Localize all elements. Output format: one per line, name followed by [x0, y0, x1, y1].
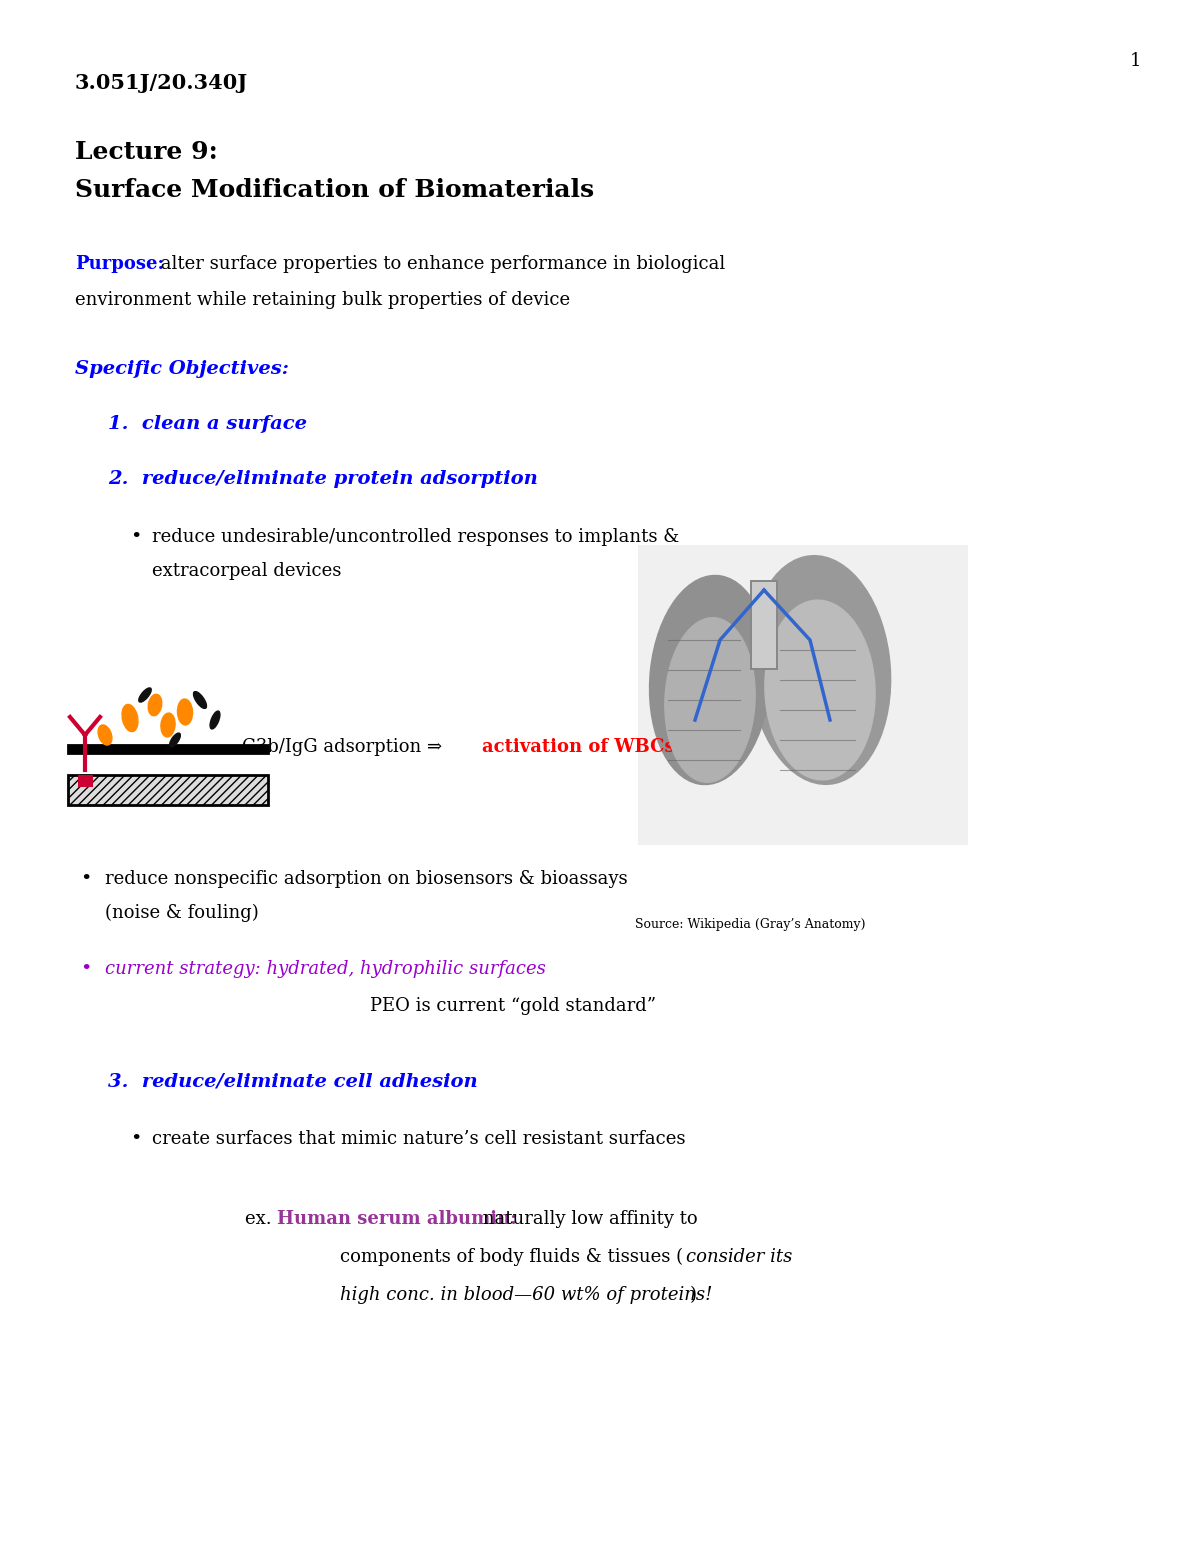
Ellipse shape	[210, 711, 220, 728]
Text: Specific Objectives:: Specific Objectives:	[74, 360, 289, 377]
Text: 3.051J/20.340J: 3.051J/20.340J	[74, 73, 248, 93]
Text: 1: 1	[1130, 51, 1141, 70]
Text: 3.  reduce/eliminate cell adhesion: 3. reduce/eliminate cell adhesion	[108, 1073, 478, 1092]
Text: •: •	[130, 528, 142, 547]
Text: 2.  reduce/eliminate protein adsorption: 2. reduce/eliminate protein adsorption	[108, 471, 538, 488]
Text: PEO is current “gold standard”: PEO is current “gold standard”	[370, 997, 656, 1016]
Ellipse shape	[649, 576, 770, 784]
Text: components of body fluids & tissues (: components of body fluids & tissues (	[340, 1249, 683, 1266]
Ellipse shape	[139, 688, 151, 702]
Bar	[638, 545, 968, 845]
Bar	[78, 775, 94, 787]
Ellipse shape	[169, 733, 180, 747]
Text: ): )	[690, 1286, 697, 1305]
Text: environment while retaining bulk properties of device: environment while retaining bulk propert…	[74, 290, 570, 309]
Text: Purpose:: Purpose:	[74, 255, 164, 273]
Ellipse shape	[193, 691, 206, 708]
Ellipse shape	[149, 694, 162, 716]
Ellipse shape	[749, 556, 890, 784]
Text: Source: Wikipedia (Gray’s Anatomy): Source: Wikipedia (Gray’s Anatomy)	[635, 918, 865, 930]
Text: consider its: consider its	[686, 1249, 792, 1266]
Bar	[68, 745, 268, 753]
Text: extracorpeal devices: extracorpeal devices	[152, 562, 341, 579]
Text: high conc. in blood—60 wt% of proteins!: high conc. in blood—60 wt% of proteins!	[340, 1286, 713, 1305]
Bar	[68, 775, 268, 804]
Text: Surface Modification of Biomaterials: Surface Modification of Biomaterials	[74, 179, 594, 202]
Text: Lecture 9:: Lecture 9:	[74, 140, 217, 165]
Ellipse shape	[178, 699, 192, 725]
Text: current strategy: hydrated, hydrophilic surfaces: current strategy: hydrated, hydrophilic …	[106, 960, 546, 978]
Ellipse shape	[122, 705, 138, 731]
Text: create surfaces that mimic nature’s cell resistant surfaces: create surfaces that mimic nature’s cell…	[152, 1131, 685, 1148]
Text: alter surface properties to enhance performance in biological: alter surface properties to enhance perf…	[155, 255, 725, 273]
Text: reduce nonspecific adsorption on biosensors & bioassays: reduce nonspecific adsorption on biosens…	[106, 870, 628, 888]
Text: reduce undesirable/uncontrolled responses to implants &: reduce undesirable/uncontrolled response…	[152, 528, 679, 547]
Ellipse shape	[98, 725, 112, 745]
Text: •: •	[80, 960, 91, 978]
Ellipse shape	[764, 599, 875, 780]
Text: (noise & fouling): (noise & fouling)	[106, 904, 259, 922]
Bar	[752, 582, 776, 668]
Text: activation of WBCs: activation of WBCs	[482, 738, 674, 756]
Text: naturally low affinity to: naturally low affinity to	[478, 1210, 697, 1228]
Text: •: •	[130, 1131, 142, 1148]
Text: ex.: ex.	[245, 1210, 277, 1228]
Ellipse shape	[161, 713, 175, 738]
Text: •: •	[80, 870, 91, 888]
Text: Human serum albumin:: Human serum albumin:	[277, 1210, 517, 1228]
Ellipse shape	[665, 618, 755, 783]
Bar	[750, 579, 778, 669]
Text: 1.  clean a surface: 1. clean a surface	[108, 415, 307, 433]
Text: C3b/IgG adsorption ⇒: C3b/IgG adsorption ⇒	[242, 738, 448, 756]
